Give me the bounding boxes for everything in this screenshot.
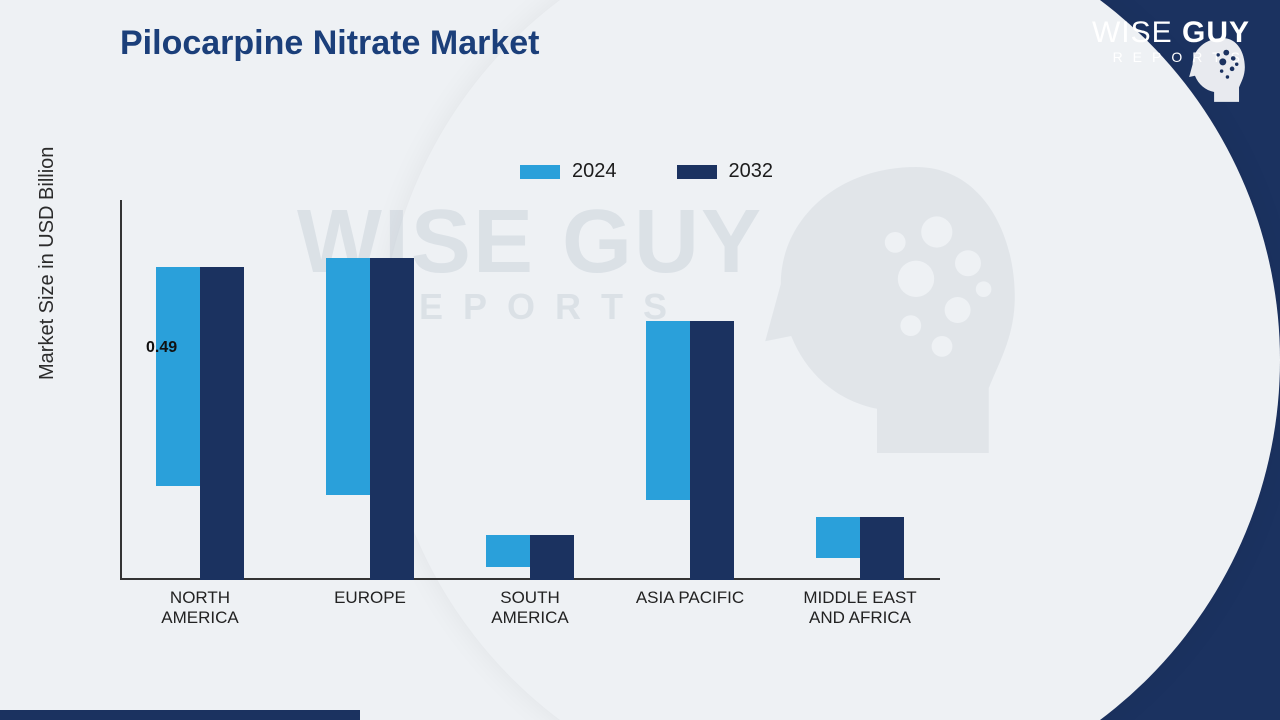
y-axis (120, 200, 122, 580)
y-axis-label: Market Size in USD Billion (36, 147, 59, 380)
legend-item-2032: 2032 (677, 160, 774, 183)
category-label: EUROPE (300, 588, 440, 608)
bar-group: ASIA PACIFIC (630, 321, 750, 580)
bar (486, 535, 530, 566)
category-label: ASIA PACIFIC (620, 588, 760, 608)
bar (646, 321, 690, 500)
category-label: MIDDLE EAST AND AFRICA (790, 588, 930, 629)
brand-word-1: WISE (1092, 16, 1173, 49)
legend-swatch-2032 (677, 165, 717, 179)
bar (156, 267, 200, 486)
bar (326, 258, 370, 495)
bar (200, 267, 244, 580)
category-label: SOUTH AMERICA (460, 588, 600, 629)
legend-label-2024: 2024 (572, 160, 617, 183)
legend-swatch-2024 (520, 165, 560, 179)
bar-group: EUROPE (310, 258, 430, 580)
bar (690, 321, 734, 580)
legend: 2024 2032 (520, 160, 773, 183)
stage: WISE GUY REPORTS Pilocarpine Nitrate Mar… (0, 0, 1280, 720)
bar-group: SOUTH AMERICA (470, 535, 590, 580)
plot-area: 0.49NORTH AMERICA EUROPE SOUTH AMERICA ASIA… (120, 200, 940, 580)
bar (530, 535, 574, 580)
brand-head-icon (1188, 34, 1246, 106)
chart-title: Pilocarpine Nitrate Market (120, 24, 539, 63)
bar-group: 0.49NORTH AMERICA (140, 267, 260, 580)
bar-group: MIDDLE EAST AND AFRICA (800, 517, 920, 580)
bar (816, 517, 860, 557)
legend-item-2024: 2024 (520, 160, 617, 183)
category-label: NORTH AMERICA (130, 588, 270, 629)
bar (860, 517, 904, 580)
bar-value-label: 0.49 (146, 339, 177, 357)
legend-label-2032: 2032 (729, 160, 774, 183)
bar (370, 258, 414, 580)
brand-logo: WISE GUY REPORTS (1092, 18, 1250, 64)
bottom-accent-bar (0, 710, 360, 720)
